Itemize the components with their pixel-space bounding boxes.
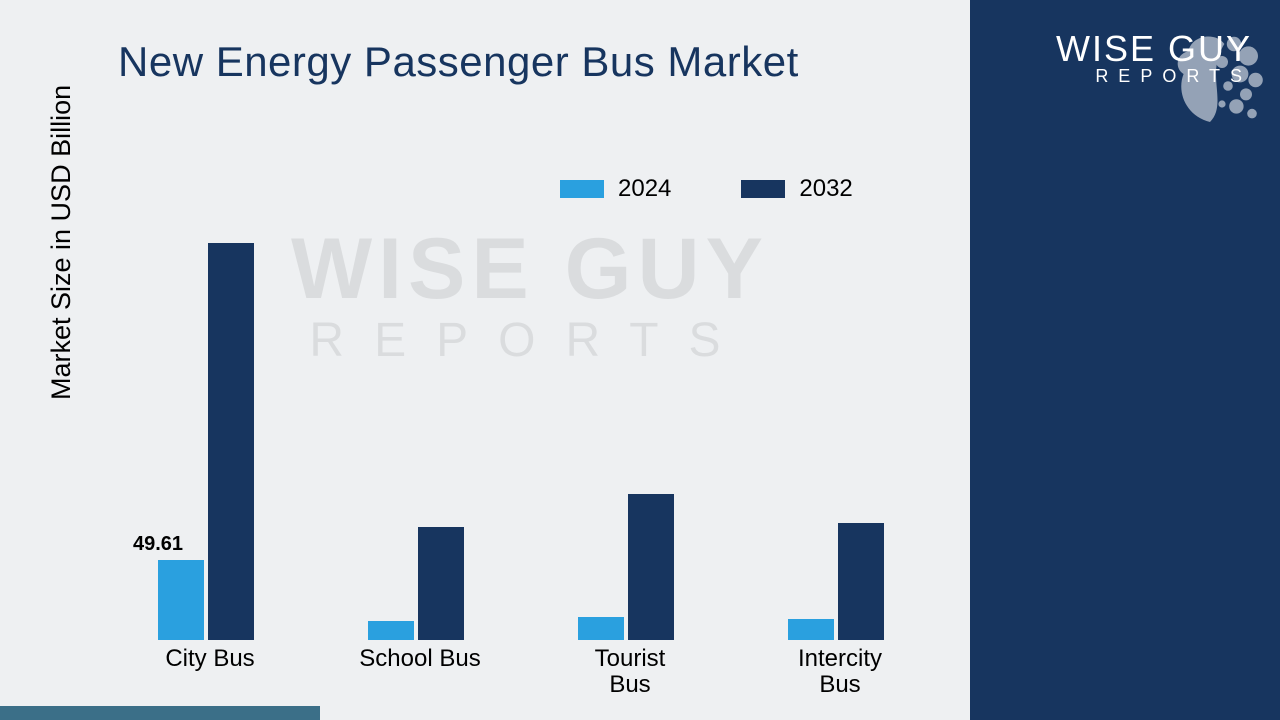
bar-2024 xyxy=(158,560,204,640)
legend-item-2024: 2024 xyxy=(560,175,671,203)
page-root: WISE GUY REPORTS New Energy Passenger Bu… xyxy=(0,0,1280,720)
brand-logo-text: WISE GUY REPORTS xyxy=(1056,28,1252,87)
legend: 2024 2032 xyxy=(560,175,853,203)
legend-swatch-2024 xyxy=(560,180,604,198)
chart-title: New Energy Passenger Bus Market xyxy=(118,38,799,86)
bottom-accent-bar xyxy=(0,706,320,720)
legend-label-2024: 2024 xyxy=(618,175,671,203)
legend-label-2032: 2032 xyxy=(799,175,852,203)
legend-swatch-2032 xyxy=(741,180,785,198)
bar-2032 xyxy=(838,523,884,640)
legend-item-2032: 2032 xyxy=(741,175,852,203)
value-label: 49.61 xyxy=(118,533,198,556)
y-axis-label: Market Size in USD Billion xyxy=(46,85,77,400)
bar-2032 xyxy=(418,527,464,640)
x-label: TouristBus xyxy=(550,646,710,699)
bar-2024 xyxy=(368,621,414,640)
chart-area: 49.61 xyxy=(120,220,960,640)
x-label: City Bus xyxy=(130,646,290,672)
bar-2024 xyxy=(578,617,624,640)
x-label: IntercityBus xyxy=(760,646,920,699)
bar-2032 xyxy=(628,494,674,640)
x-label: School Bus xyxy=(340,646,500,672)
brand-top: WISE GUY xyxy=(1056,28,1252,70)
bar-2032 xyxy=(208,243,254,640)
bar-2024 xyxy=(788,619,834,640)
